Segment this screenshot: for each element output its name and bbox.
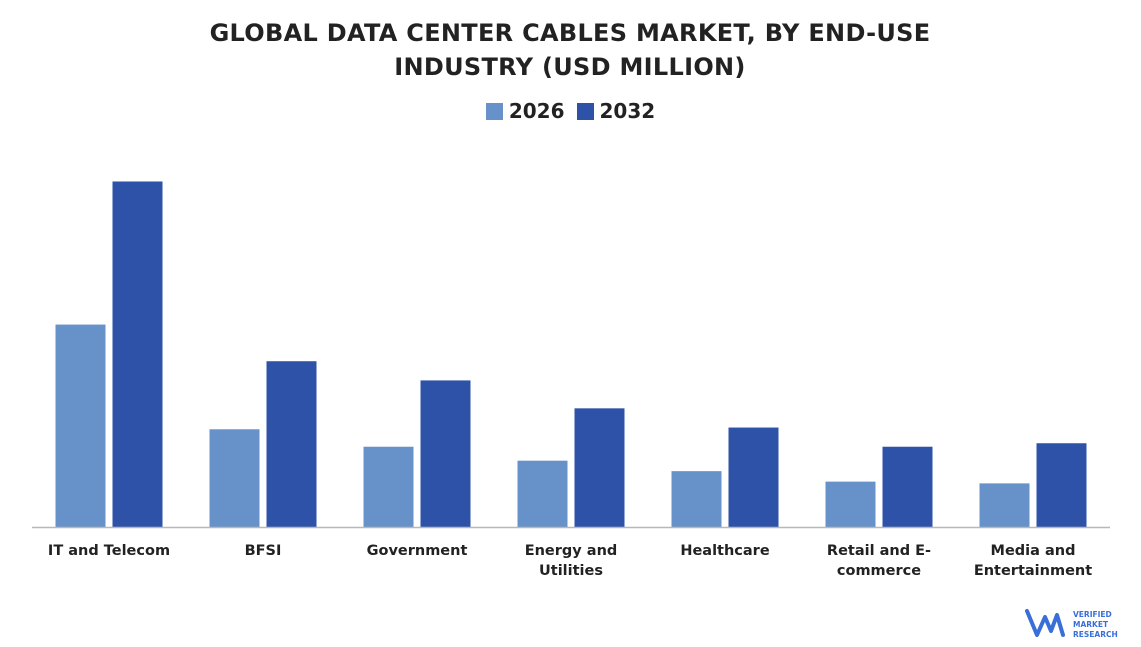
x-tick-label: Government (367, 543, 468, 559)
bar-2026-government (363, 446, 414, 527)
x-tick-label: Entertainment (974, 563, 1092, 579)
legend-label-2032: 2032 (599, 99, 656, 123)
bar-2032-media-and-entertainment (1036, 443, 1087, 527)
legend-item-2032: 2032 (576, 99, 656, 123)
bar-2026-retail-and-e-commerce (825, 481, 876, 527)
bar-2026-it-and-telecom (55, 324, 106, 527)
chart-title-line1: GLOBAL DATA CENTER CABLES MARKET, BY END… (209, 19, 931, 47)
legend-label-2026: 2026 (508, 99, 565, 123)
bar-2026-healthcare (671, 471, 722, 527)
legend-item-2026: 2026 (485, 99, 565, 123)
x-tick-label: Healthcare (680, 543, 770, 559)
legend-swatch-2032 (576, 102, 594, 120)
chart-legend: 2026 2032 (0, 99, 1141, 123)
x-tick-label: commerce (837, 563, 921, 579)
x-tick-label: Media and (991, 543, 1076, 559)
bar-2032-government (420, 380, 471, 527)
verified-market-research-logo: VERIFIED MARKET RESEARCH (1025, 609, 1118, 639)
bar-2032-bfsi (266, 361, 317, 527)
bar-2032-healthcare (728, 427, 779, 527)
x-tick-label: Retail and E- (827, 543, 931, 559)
chart-title: GLOBAL DATA CENTER CABLES MARKET, BY END… (120, 16, 1020, 84)
x-tick-label: BFSI (245, 543, 282, 559)
x-tick-label: Energy and (525, 543, 618, 559)
x-tick-label: IT and Telecom (48, 543, 170, 559)
legend-swatch-2026 (485, 102, 503, 120)
logo-text-line3: RESEARCH (1073, 630, 1118, 639)
logo-text-line2: MARKET (1073, 620, 1109, 629)
bar-2032-it-and-telecom (112, 181, 163, 528)
bar-2026-energy-and-utilities (517, 460, 568, 527)
bar-2032-retail-and-e-commerce (882, 446, 933, 527)
bar-2026-media-and-entertainment (979, 483, 1030, 527)
bar-2032-energy-and-utilities (574, 408, 625, 527)
vmr-logo-mark-icon (1025, 609, 1065, 637)
x-tick-label: Utilities (539, 563, 603, 579)
chart-title-line2: INDUSTRY (USD MILLION) (394, 53, 746, 81)
bar-2026-bfsi (209, 429, 260, 527)
logo-text-line1: VERIFIED (1073, 610, 1112, 619)
